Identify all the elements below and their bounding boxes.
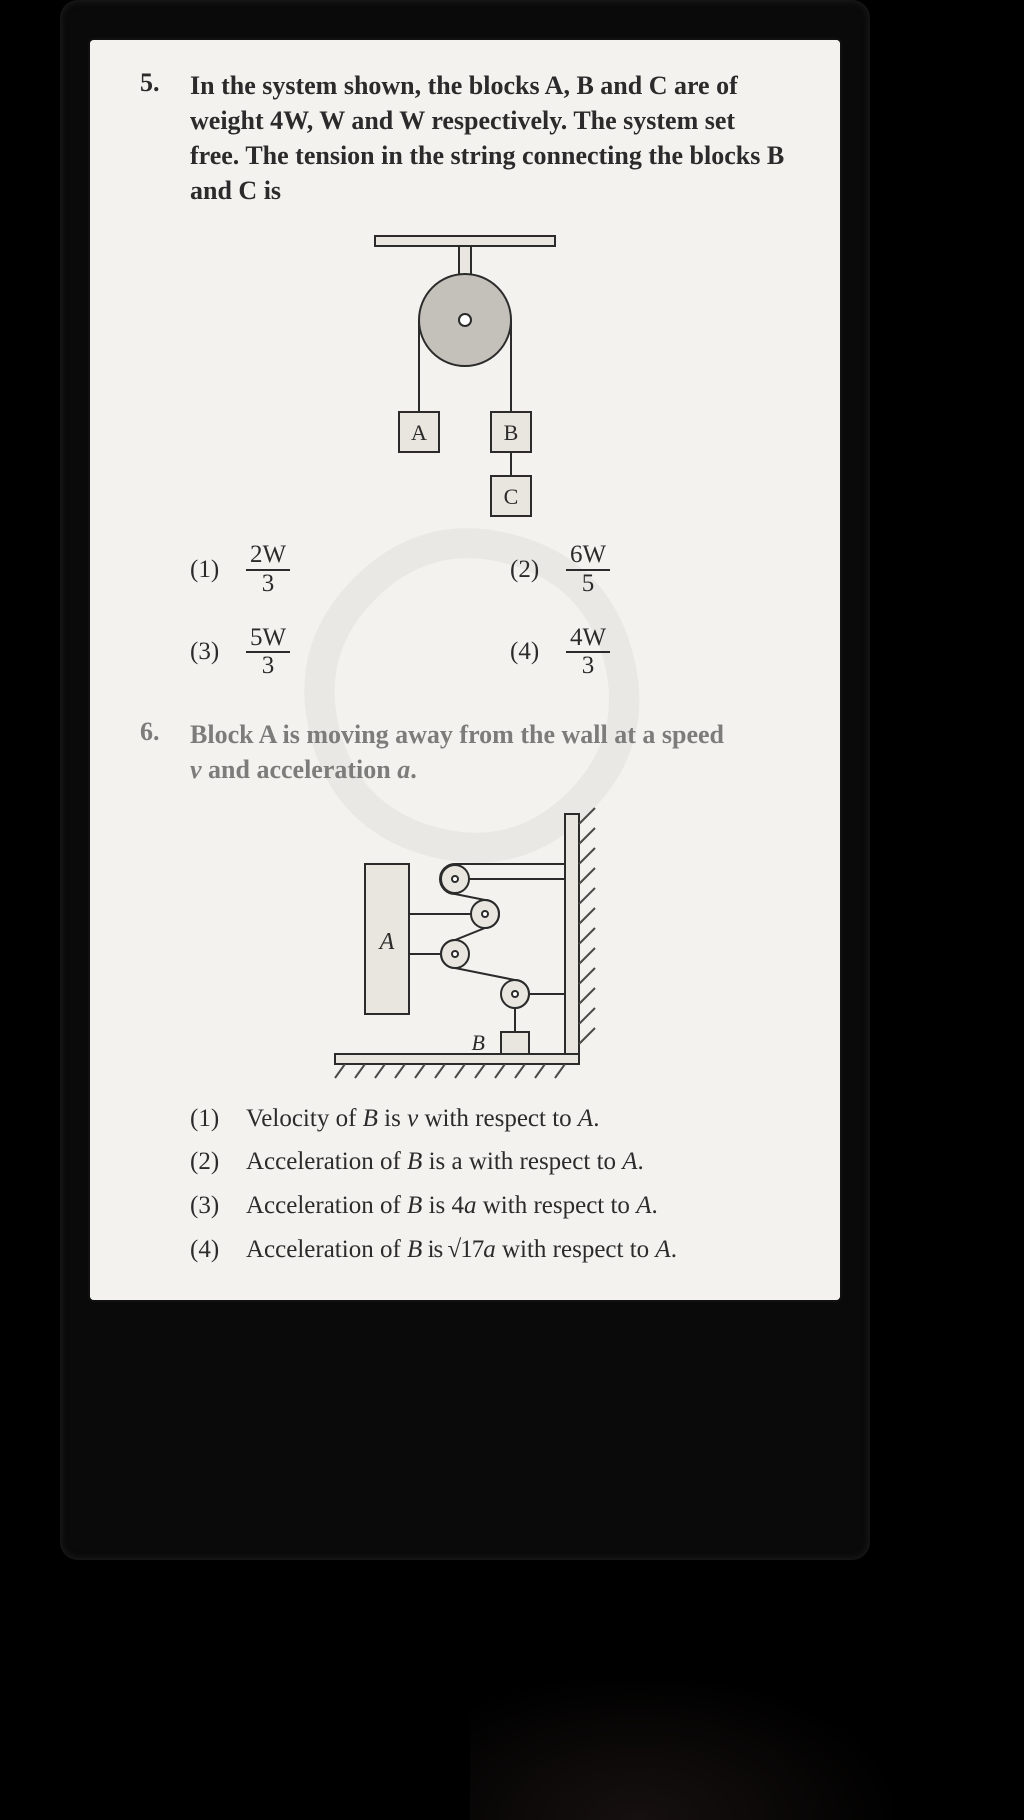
opt-label: (2) bbox=[190, 1145, 226, 1179]
floor bbox=[335, 1054, 579, 1064]
screen: ◯ 5. In the system shown, the blocks A, … bbox=[90, 40, 840, 1300]
q6-option-2: (2) Acceleration of B is a with respect … bbox=[190, 1145, 790, 1179]
pulley-axle bbox=[459, 314, 471, 326]
q6-number: 6. bbox=[140, 717, 164, 787]
q6-option-4: (4) Acceleration of B is √17a with respe… bbox=[190, 1233, 790, 1267]
q5-options: (1) 2W 3 (2) 6W 5 (3) bbox=[190, 542, 760, 679]
q5-option-2: (2) 6W 5 bbox=[510, 542, 760, 597]
opt-label: (4) bbox=[510, 638, 546, 666]
opt-text: Acceleration of B is 4a with respect to … bbox=[246, 1189, 658, 1223]
opt-label: (3) bbox=[190, 638, 226, 666]
hanger bbox=[459, 246, 471, 276]
q6-line2-rest: and acceleration bbox=[208, 755, 397, 784]
fraction: 6W 5 bbox=[566, 542, 610, 597]
ceiling-bar bbox=[375, 236, 555, 246]
floor-hatch bbox=[335, 1064, 565, 1078]
q5-diagram: A B C bbox=[140, 224, 790, 524]
q6-line2-var: v bbox=[190, 755, 202, 784]
q6-options: (1) Velocity of B is v with respect to A… bbox=[190, 1102, 790, 1267]
opt-text: Acceleration of B is a with respect to A… bbox=[246, 1145, 644, 1179]
block-a-label: A bbox=[411, 420, 427, 445]
pulleys bbox=[409, 865, 565, 1008]
device-frame: ◯ 5. In the system shown, the blocks A, … bbox=[60, 0, 870, 1560]
opt-label: (1) bbox=[190, 1102, 226, 1136]
block-a-label: A bbox=[378, 929, 395, 955]
q5-option-4: (4) 4W 3 bbox=[510, 625, 760, 680]
q6-option-3: (3) Acceleration of B is 4a with respect… bbox=[190, 1189, 790, 1223]
question-5: 5. In the system shown, the blocks A, B … bbox=[90, 40, 840, 689]
page: ◯ 5. In the system shown, the blocks A, … bbox=[90, 40, 840, 1300]
opt-text: Acceleration of B is √17a with respect t… bbox=[246, 1233, 677, 1267]
block-b-label: B bbox=[504, 420, 519, 445]
opt-label: (2) bbox=[510, 556, 546, 584]
pulley-diagram-svg: A B C bbox=[345, 224, 585, 524]
wall-hatch bbox=[579, 808, 595, 1044]
q5-option-1: (1) 2W 3 bbox=[190, 542, 440, 597]
opt-label: (1) bbox=[190, 556, 226, 584]
wall-block-diagram-svg: A bbox=[305, 804, 625, 1084]
opt-label: (3) bbox=[190, 1189, 226, 1223]
hand-silhouette bbox=[470, 1680, 890, 1820]
q6-line2-dot: . bbox=[410, 755, 417, 784]
opt-label: (4) bbox=[190, 1233, 226, 1267]
fraction: 5W 3 bbox=[246, 625, 290, 680]
question-6: 6. Block A is moving away from the wall … bbox=[90, 689, 840, 1286]
fraction: 4W 3 bbox=[566, 625, 610, 680]
q6-diagram: A bbox=[140, 804, 790, 1084]
q5-number: 5. bbox=[140, 68, 164, 208]
q5-text: In the system shown, the blocks A, B and… bbox=[190, 68, 790, 208]
block-b-label: B bbox=[472, 1030, 485, 1055]
q6-line2-var2: a bbox=[397, 755, 410, 784]
opt-text: Velocity of B is v with respect to A. bbox=[246, 1102, 599, 1136]
block-b bbox=[501, 1032, 529, 1054]
wall bbox=[565, 814, 579, 1054]
q6-text: Block A is moving away from the wall at … bbox=[190, 717, 724, 787]
block-c-label: C bbox=[504, 484, 519, 509]
q6-line1: Block A is moving away from the wall at … bbox=[190, 720, 724, 749]
q6-option-1: (1) Velocity of B is v with respect to A… bbox=[190, 1102, 790, 1136]
fraction: 2W 3 bbox=[246, 542, 290, 597]
q5-option-3: (3) 5W 3 bbox=[190, 625, 440, 680]
